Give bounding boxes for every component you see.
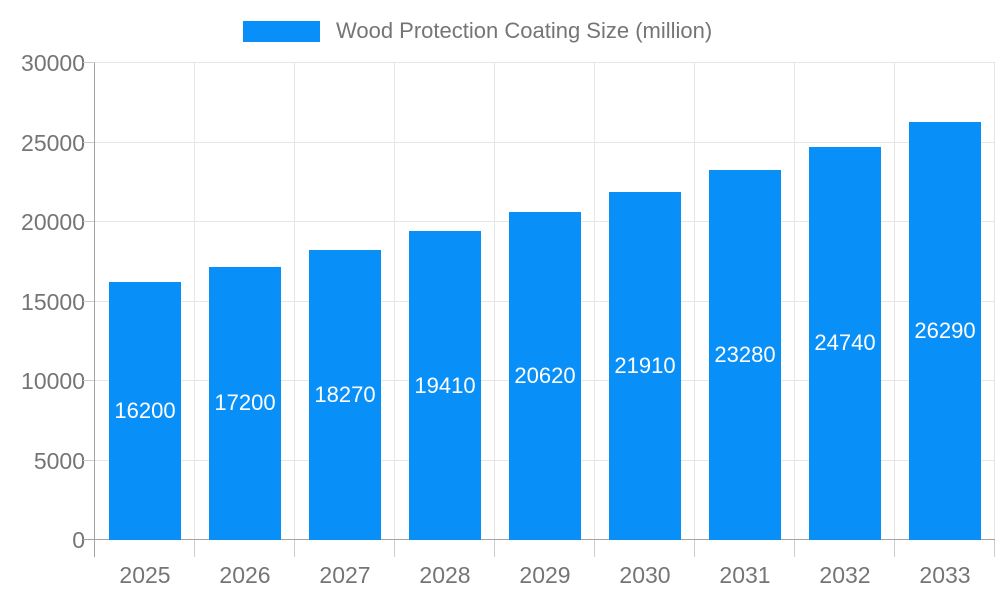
v-gridline bbox=[694, 63, 695, 540]
h-gridline bbox=[95, 62, 995, 63]
x-tick-mark bbox=[594, 540, 595, 557]
v-gridline bbox=[394, 63, 395, 540]
bar[interactable] bbox=[609, 191, 681, 540]
y-axis-tick-label: 5000 bbox=[33, 447, 85, 474]
y-axis-tick-label: 10000 bbox=[21, 368, 85, 394]
x-axis-tick-label: 2026 bbox=[219, 562, 271, 588]
y-axis-tick-label: 20000 bbox=[21, 209, 85, 235]
x-tick-mark bbox=[994, 540, 995, 557]
x-axis-tick-label: 2029 bbox=[519, 562, 571, 588]
bar[interactable] bbox=[909, 121, 981, 540]
x-tick-mark bbox=[194, 540, 195, 557]
v-gridline bbox=[994, 63, 995, 540]
y-tick-mark bbox=[83, 380, 95, 381]
y-tick-mark bbox=[83, 539, 95, 540]
v-gridline bbox=[594, 63, 595, 540]
x-tick-mark bbox=[894, 540, 895, 557]
x-tick-mark bbox=[294, 540, 295, 557]
y-axis-line bbox=[94, 63, 95, 557]
x-axis-tick-label: 2025 bbox=[119, 562, 171, 588]
bar-value-label: 23280 bbox=[714, 341, 776, 367]
legend-swatch bbox=[243, 20, 320, 42]
x-tick-mark bbox=[794, 540, 795, 557]
bar-value-label: 17200 bbox=[214, 390, 276, 416]
x-tick-mark bbox=[694, 540, 695, 557]
bar-value-label: 20620 bbox=[514, 363, 576, 389]
x-axis-tick-label: 2031 bbox=[719, 562, 771, 588]
bar-value-label: 24740 bbox=[814, 330, 876, 356]
bar[interactable] bbox=[809, 146, 881, 540]
y-axis-tick-label: 30000 bbox=[21, 50, 85, 76]
bar[interactable] bbox=[509, 212, 581, 540]
x-axis-tick-label: 2030 bbox=[619, 562, 671, 588]
y-tick-mark bbox=[83, 459, 95, 461]
bar[interactable] bbox=[209, 266, 281, 540]
x-axis-tick-label: 2033 bbox=[919, 562, 971, 588]
legend[interactable]: Wood Protection Coating Size (million) bbox=[243, 17, 712, 45]
x-tick-mark bbox=[494, 540, 495, 557]
bar-value-label: 21910 bbox=[614, 352, 676, 378]
bar-value-label: 26290 bbox=[914, 317, 976, 343]
bar[interactable] bbox=[409, 231, 481, 540]
bar-value-label: 19410 bbox=[414, 372, 476, 398]
v-gridline bbox=[294, 63, 295, 540]
bar[interactable] bbox=[309, 249, 381, 540]
h-gridline bbox=[95, 141, 995, 143]
y-axis-tick-label: 15000 bbox=[21, 288, 85, 315]
y-axis-tick-label: 25000 bbox=[21, 129, 85, 156]
v-gridline bbox=[494, 63, 495, 540]
v-gridline bbox=[894, 63, 895, 540]
y-axis-tick-label: 0 bbox=[72, 527, 85, 553]
bar[interactable] bbox=[709, 169, 781, 540]
x-axis-tick-label: 2028 bbox=[419, 562, 471, 588]
x-axis-tick-label: 2027 bbox=[319, 562, 371, 588]
v-gridline bbox=[194, 63, 195, 540]
bar[interactable] bbox=[109, 282, 181, 540]
y-tick-mark bbox=[83, 62, 95, 63]
bar-value-label: 16200 bbox=[114, 398, 176, 424]
legend-label: Wood Protection Coating Size (million) bbox=[336, 18, 713, 43]
x-axis-tick-label: 2032 bbox=[819, 562, 871, 588]
y-tick-mark bbox=[83, 141, 95, 143]
bar-value-label: 18270 bbox=[314, 381, 376, 407]
y-tick-mark bbox=[83, 221, 95, 222]
x-tick-mark bbox=[394, 540, 395, 557]
v-gridline bbox=[794, 63, 795, 540]
y-tick-mark bbox=[83, 300, 95, 302]
